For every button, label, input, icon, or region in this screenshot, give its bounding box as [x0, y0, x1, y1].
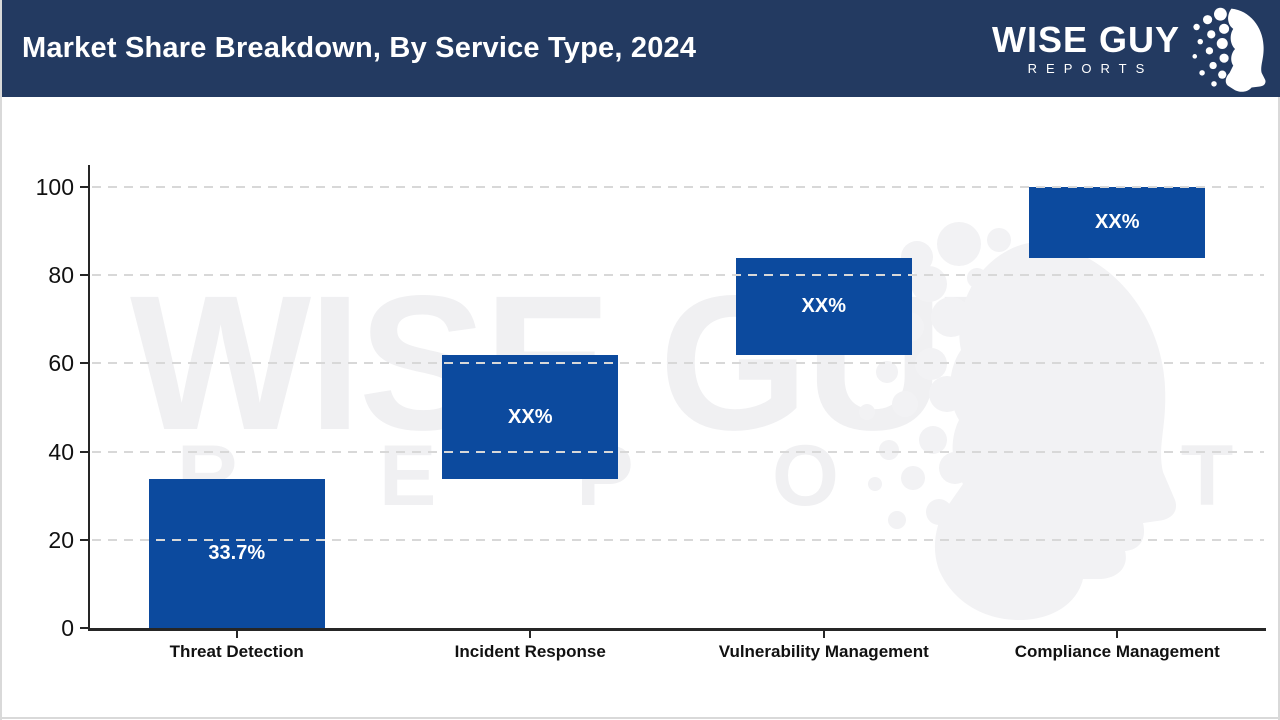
bar-3: XX% — [735, 257, 912, 355]
x-axis-tick-mark — [1116, 630, 1119, 638]
brand-logo: WISE GUY REPORTS — [992, 0, 1268, 97]
x-axis-category-label: Incident Response — [454, 642, 606, 661]
header-bar: Market Share Breakdown, By Service Type,… — [2, 0, 1280, 97]
y-axis-tick-label: 40 — [48, 438, 74, 465]
y-axis-tick-label: 0 — [61, 615, 74, 641]
brand-name: WISE GUY — [991, 19, 1180, 60]
x-axis-category-label: Vulnerability Management — [718, 642, 929, 661]
bar-1: 33.7% — [148, 479, 325, 628]
gridline-100 — [92, 186, 1264, 189]
x-axis-category-label: Threat Detection — [169, 642, 304, 661]
bar-value-label: 33.7% — [208, 542, 266, 565]
y-axis-tick-mark — [80, 627, 90, 629]
bar-2: XX% — [442, 354, 619, 480]
y-axis-tick-mark — [80, 450, 90, 453]
gridline-80 — [92, 274, 1264, 277]
bar-value-label: XX% — [508, 405, 553, 428]
y-axis-tick-mark — [80, 274, 90, 277]
brand-logo-text: WISE GUY REPORTS — [991, 19, 1180, 76]
y-axis-tick-label: 20 — [48, 526, 74, 553]
gridline-40 — [92, 450, 1264, 453]
x-axis-tick-mark — [822, 630, 825, 638]
gridline-20 — [92, 538, 1264, 541]
x-axis-category-label: Compliance Management — [1014, 642, 1220, 661]
brand-face-icon — [1192, 7, 1266, 92]
brand-subname: REPORTS — [1027, 61, 1154, 76]
chart-title: Market Share Breakdown, By Service Type,… — [22, 32, 697, 64]
bar-4: XX% — [1029, 187, 1206, 258]
bar-value-label: XX% — [1095, 210, 1140, 233]
chart-area: WISE GUY R E P O R T S 33.7%XX%XX%XX%020… — [2, 97, 1280, 703]
x-axis-tick-mark — [529, 630, 532, 638]
y-axis-line — [88, 165, 90, 631]
bottom-border — [2, 717, 1280, 719]
x-axis-tick-mark — [235, 630, 238, 638]
y-axis-tick-label: 60 — [48, 350, 74, 377]
y-axis-tick-label: 100 — [35, 174, 74, 201]
gridline-60 — [92, 362, 1264, 365]
y-axis-tick-label: 80 — [48, 262, 74, 289]
x-axis-line — [88, 628, 1266, 631]
y-axis-tick-mark — [80, 362, 90, 365]
bar-value-label: XX% — [801, 294, 846, 317]
y-axis-tick-mark — [80, 186, 90, 189]
y-axis-tick-mark — [80, 538, 90, 541]
